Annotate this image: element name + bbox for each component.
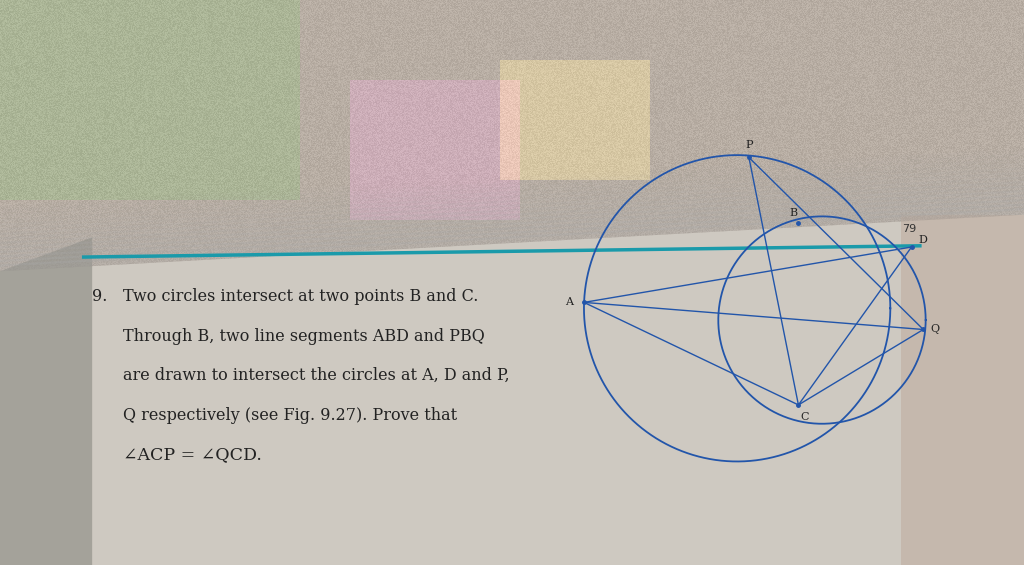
Text: Two circles intersect at two points B and C.: Two circles intersect at two points B an… (123, 288, 478, 305)
Polygon shape (0, 176, 1024, 240)
Polygon shape (0, 203, 1024, 267)
Text: ∠ACP = ∠QCD.: ∠ACP = ∠QCD. (123, 446, 262, 463)
Polygon shape (0, 158, 1024, 221)
Polygon shape (0, 181, 1024, 244)
Polygon shape (0, 163, 1024, 226)
Text: Q respectively (see Fig. 9.27). Prove that: Q respectively (see Fig. 9.27). Prove th… (123, 407, 457, 424)
Text: 9.: 9. (92, 288, 108, 305)
Text: B: B (790, 208, 798, 218)
Text: Q: Q (931, 324, 940, 334)
Text: D: D (919, 235, 928, 245)
Polygon shape (0, 208, 1024, 271)
Polygon shape (0, 199, 1024, 262)
Polygon shape (0, 190, 1024, 253)
Text: A: A (564, 297, 572, 307)
Text: P: P (745, 140, 753, 150)
Polygon shape (0, 172, 1024, 235)
Polygon shape (0, 237, 92, 565)
Text: 79: 79 (902, 224, 916, 234)
Text: are drawn to intersect the circles at A, D and P,: are drawn to intersect the circles at A,… (123, 367, 510, 384)
Polygon shape (0, 215, 1024, 565)
Polygon shape (0, 194, 1024, 258)
Polygon shape (0, 167, 1024, 231)
Text: Through B, two line segments ABD and PBQ: Through B, two line segments ABD and PBQ (123, 328, 484, 345)
Text: C: C (800, 412, 809, 421)
Polygon shape (0, 185, 1024, 249)
Polygon shape (901, 215, 1024, 565)
